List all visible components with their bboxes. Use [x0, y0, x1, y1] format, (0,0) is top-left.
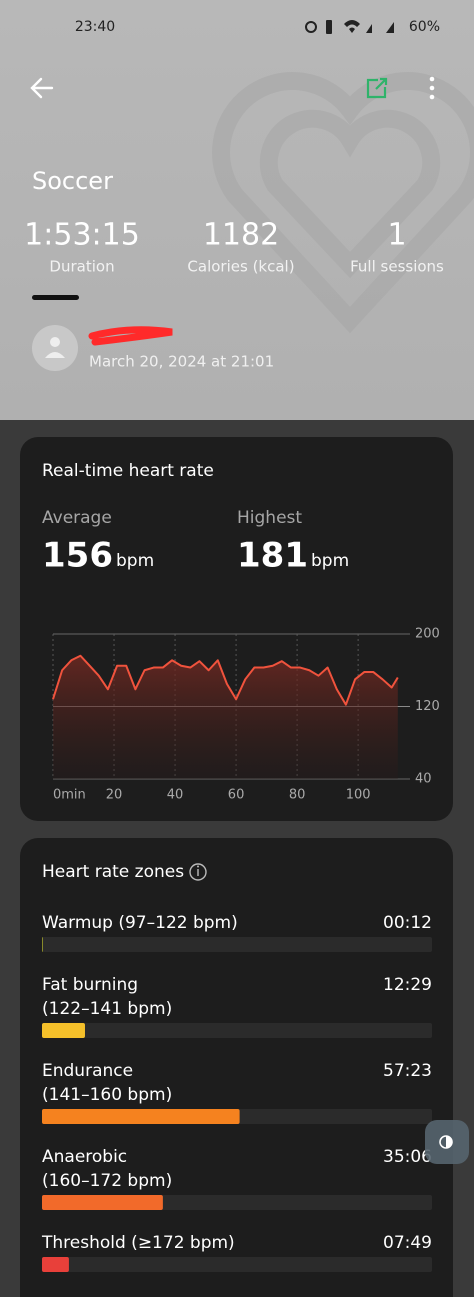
- average-label: Average: [42, 508, 112, 528]
- stat-value: 1182: [203, 218, 279, 253]
- y-tick-label: 120: [415, 699, 440, 714]
- x-tick-label: 0min: [53, 788, 86, 803]
- status-icons: [305, 20, 394, 34]
- zone-label: (122–141 bpm): [42, 999, 172, 1019]
- x-tick-label: 20: [106, 788, 123, 803]
- zone-time: 00:12: [383, 913, 432, 933]
- redacted-name: [88, 326, 173, 346]
- stat-value: 1: [387, 218, 406, 253]
- zone-bar: [42, 1109, 240, 1124]
- zone-label: (160–172 bpm): [42, 1171, 172, 1191]
- zones-list: Warmup (97–122 bpm) 00:12 Fat burning (122–…: [41, 913, 432, 1272]
- zone-bar: [42, 1195, 163, 1210]
- workout-title: Soccer: [32, 167, 113, 195]
- highest-unit: bpm: [311, 551, 349, 571]
- x-tick-label: 60: [228, 788, 245, 803]
- status-time: 23:40: [75, 19, 115, 35]
- floating-button[interactable]: [425, 1120, 469, 1164]
- zone-label: Fat burning: [42, 975, 138, 995]
- zones-title: Heart rate zones: [42, 862, 184, 882]
- average-unit: bpm: [116, 551, 154, 571]
- x-tick-label: 100: [346, 788, 371, 803]
- heart-rate-chart: 0min 20 40 60 80 100 40 120 200: [52, 627, 440, 803]
- zone-label: Threshold (≥172 bpm): [41, 1233, 235, 1253]
- zone-track: [42, 1257, 432, 1272]
- heart-watermark: [212, 72, 474, 334]
- zone-bar: [42, 1023, 85, 1038]
- share-button[interactable]: [366, 77, 388, 99]
- zones-card: [20, 838, 453, 1297]
- zone-track: [42, 937, 432, 952]
- stat-label: Calories (kcal): [187, 258, 294, 276]
- zone-track: [42, 1023, 432, 1038]
- zone-label: Endurance: [42, 1061, 133, 1081]
- stats: 1:53:15 Duration 1182 Calories (kcal) 1 Full …: [24, 218, 444, 276]
- back-button[interactable]: [30, 77, 54, 99]
- heart-rate-line: [52, 654, 399, 706]
- battery: 60%: [409, 19, 440, 35]
- y-tick-label: 200: [415, 627, 440, 642]
- tab-indicator: [32, 295, 79, 300]
- avatar: [32, 325, 78, 371]
- zone-time: 07:49: [383, 1233, 432, 1253]
- x-tick-label: 40: [167, 788, 184, 803]
- zone-time: 57:23: [383, 1061, 432, 1081]
- stat-label: Duration: [49, 258, 114, 276]
- heart-rate-area: [53, 655, 398, 779]
- y-tick-label: 40: [415, 772, 432, 787]
- session-date: March 20, 2024 at 21:01: [89, 353, 274, 371]
- zone-label: Anaerobic: [42, 1147, 127, 1167]
- average-value: 156: [42, 536, 113, 576]
- zone-bar: [42, 937, 43, 952]
- zone-label: (141–160 bpm): [42, 1085, 172, 1105]
- avatar-icon: [45, 337, 65, 358]
- zone-bar: [42, 1257, 69, 1272]
- zone-label: Warmup (97–122 bpm): [42, 913, 238, 933]
- zone-time: 35:06: [383, 1147, 432, 1167]
- stat-value: 1:53:15: [24, 218, 140, 253]
- x-tick-label: 80: [289, 788, 306, 803]
- more-button[interactable]: [429, 76, 435, 100]
- card-title: Real-time heart rate: [42, 461, 214, 481]
- info-icon[interactable]: [189, 863, 207, 881]
- highest-value: 181: [237, 536, 308, 576]
- highest-label: Highest: [237, 508, 302, 528]
- zone-time: 12:29: [383, 975, 432, 995]
- stat-label: Full sessions: [350, 258, 444, 276]
